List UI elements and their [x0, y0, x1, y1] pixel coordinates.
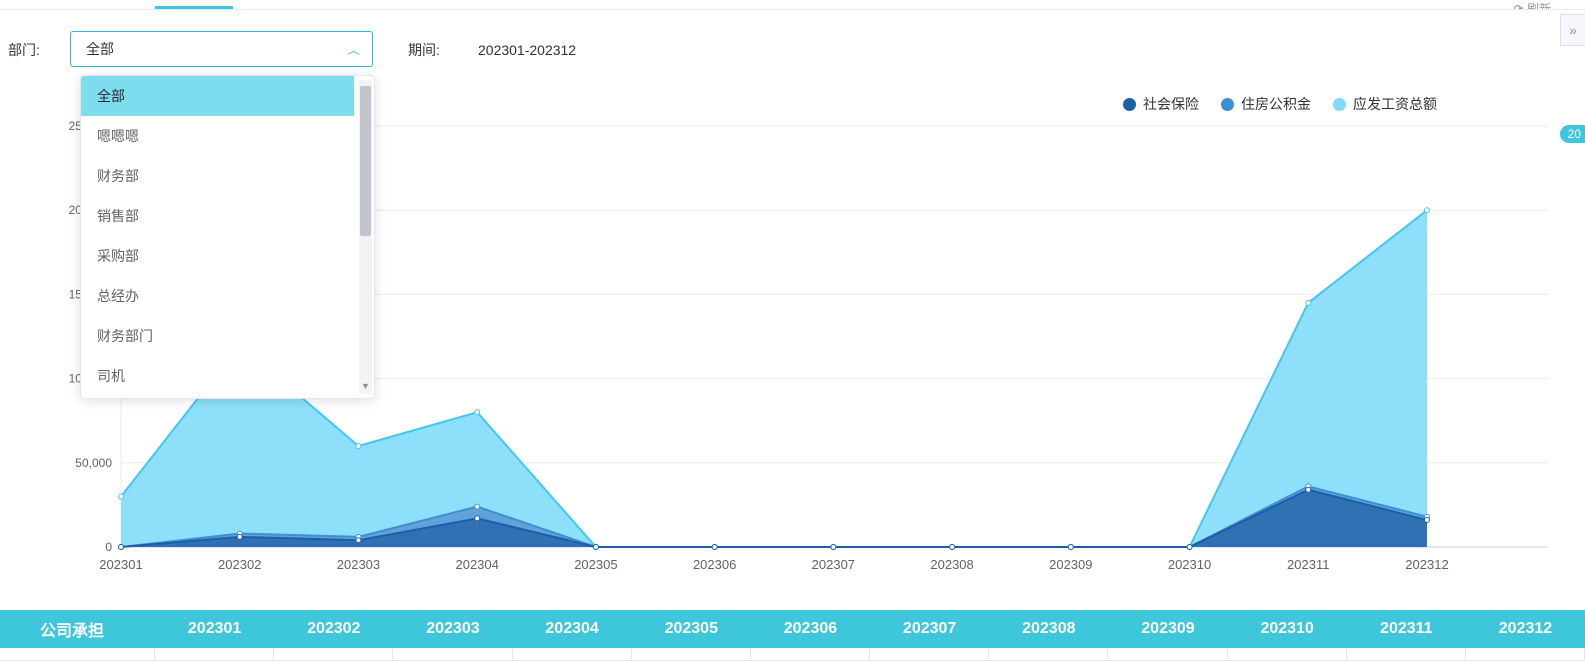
legend-item[interactable]: 应发工资总额: [1333, 94, 1437, 114]
department-option[interactable]: 全部: [81, 76, 354, 116]
table-cell: [274, 648, 394, 661]
legend-label: 住房公积金: [1241, 96, 1311, 112]
legend-dot-icon: [1221, 97, 1234, 111]
table-cell: [870, 648, 990, 661]
svg-text:202309: 202309: [1049, 557, 1092, 572]
scroll-down-arrow-icon[interactable]: ▼: [361, 381, 370, 391]
table-header-col: 202308: [1022, 620, 1076, 637]
table-header-col: 202304: [545, 620, 599, 637]
chevron-up-icon: ︿: [346, 43, 360, 56]
department-dropdown-list: 全部嗯嗯嗯财务部销售部采购部总经办财务部门司机 ▼: [80, 75, 375, 399]
table-cell: [393, 648, 513, 661]
legend-item[interactable]: 住房公积金: [1221, 94, 1311, 114]
department-label: 部门:: [8, 42, 40, 58]
right-edge-badge-text: 20: [1567, 127, 1581, 141]
legend-dot-icon: [1333, 97, 1346, 111]
table-header-col: 202305: [664, 620, 718, 637]
top-tab-bar: ⟳ 刷新: [0, 0, 1585, 10]
svg-text:202304: 202304: [455, 557, 498, 572]
legend-label: 应发工资总额: [1353, 96, 1437, 112]
svg-text:202303: 202303: [337, 557, 380, 572]
refresh-button[interactable]: ⟳ 刷新: [1513, 0, 1551, 10]
svg-text:50,000: 50,000: [75, 456, 112, 470]
table-header-row: 公司承担 202301 202302 202303 202304 202305 20230…: [0, 610, 1585, 648]
period-value: 202301-202312: [478, 42, 577, 58]
svg-text:202306: 202306: [693, 557, 736, 572]
svg-text:202307: 202307: [812, 557, 855, 572]
table-cell: [155, 648, 275, 661]
department-option[interactable]: 司机: [97, 368, 125, 384]
svg-text:202301: 202301: [99, 557, 142, 572]
table-header-col: 202307: [902, 620, 957, 637]
right-edge-badge[interactable]: 20: [1559, 125, 1585, 143]
chart-legend: 社会保险 住房公积金 应发工资总额: [1123, 94, 1437, 114]
table-cell: [989, 648, 1109, 661]
table-cell: [1465, 648, 1585, 661]
legend-item[interactable]: 社会保险: [1123, 94, 1199, 114]
table-header-col: 202311: [1380, 620, 1433, 637]
svg-text:202311: 202311: [1287, 557, 1329, 572]
table-cell: [1346, 648, 1466, 661]
table-cell: [631, 648, 751, 661]
refresh-label: 刷新: [1526, 2, 1551, 10]
legend-dot-icon: [1123, 97, 1136, 111]
table-cell: [750, 648, 871, 661]
svg-text:202312: 202312: [1405, 557, 1448, 572]
table-header-col: 202306: [783, 620, 838, 637]
table-row: [0, 648, 1585, 661]
table-header-col: 202312: [1498, 620, 1553, 637]
department-option[interactable]: 总经办: [97, 288, 139, 304]
panel-expander-button[interactable]: »: [1560, 14, 1585, 46]
department-option[interactable]: 销售部: [97, 208, 139, 224]
table-header-col: 202303: [426, 620, 480, 637]
svg-text:202302: 202302: [218, 557, 261, 572]
svg-text:0: 0: [105, 540, 112, 554]
table-cell: [0, 648, 155, 661]
refresh-icon: ⟳: [1513, 2, 1524, 10]
svg-text:202305: 202305: [574, 557, 617, 572]
dropdown-scrollbar[interactable]: ▼: [359, 80, 372, 394]
table-cell: [1227, 648, 1347, 661]
table-cell: [512, 648, 632, 661]
svg-text:202308: 202308: [930, 557, 973, 572]
table-header-col: 202301: [187, 620, 242, 637]
legend-label: 社会保险: [1143, 96, 1199, 112]
table-header-col: 202310: [1260, 620, 1314, 637]
table-header-first-col: 公司承担: [40, 623, 105, 640]
dropdown-scrollbar-thumb[interactable]: [360, 86, 371, 236]
chevrons-right-icon: »: [1569, 22, 1577, 38]
department-select[interactable]: 全部 ︿: [70, 31, 373, 67]
company-burden-table: 公司承担 202301 202302 202303 202304 202305 20230…: [0, 610, 1585, 661]
department-option[interactable]: 采购部: [97, 248, 139, 264]
period-label: 期间:: [408, 42, 440, 58]
department-option[interactable]: 嗯嗯嗯: [97, 128, 139, 144]
table-header-col: 202309: [1141, 620, 1195, 637]
svg-text:202310: 202310: [1168, 557, 1211, 572]
department-option[interactable]: 财务部: [97, 168, 139, 184]
department-option[interactable]: 财务部门: [97, 328, 153, 344]
active-tab-indicator: [155, 6, 233, 9]
table-header-col: 202302: [307, 620, 361, 637]
table-cell: [1108, 648, 1228, 661]
department-select-value: 全部: [86, 41, 114, 57]
filter-row: 部门: 全部 ︿ 期间: 202301-202312: [0, 31, 1585, 69]
